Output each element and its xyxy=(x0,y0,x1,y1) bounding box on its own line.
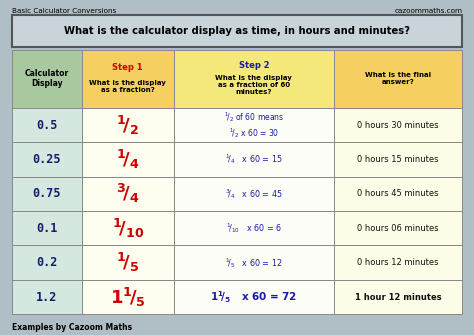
FancyBboxPatch shape xyxy=(12,50,82,108)
FancyBboxPatch shape xyxy=(82,211,174,246)
Text: What is the calculator display as time, in hours and minutes?: What is the calculator display as time, … xyxy=(64,26,410,36)
Text: What is the final
answer?: What is the final answer? xyxy=(365,72,431,85)
Text: $\mathregular{^1\!/_{10}}$   x 60 = 6: $\mathregular{^1\!/_{10}}$ x 60 = 6 xyxy=(226,221,282,235)
FancyBboxPatch shape xyxy=(82,108,174,142)
FancyBboxPatch shape xyxy=(12,246,82,280)
FancyBboxPatch shape xyxy=(334,211,462,246)
FancyBboxPatch shape xyxy=(174,211,334,246)
FancyBboxPatch shape xyxy=(334,50,462,108)
FancyBboxPatch shape xyxy=(174,177,334,211)
FancyBboxPatch shape xyxy=(82,50,174,108)
FancyBboxPatch shape xyxy=(174,50,334,108)
FancyBboxPatch shape xyxy=(12,108,82,142)
Text: 0 hours 45 minutes: 0 hours 45 minutes xyxy=(357,189,439,198)
FancyBboxPatch shape xyxy=(174,108,334,142)
Text: $\mathregular{^1\!/_{2}}$ of 60 means: $\mathregular{^1\!/_{2}}$ of 60 means xyxy=(224,111,284,124)
FancyBboxPatch shape xyxy=(334,280,462,314)
Text: 1 hour 12 minutes: 1 hour 12 minutes xyxy=(355,292,441,302)
Text: 1.2: 1.2 xyxy=(36,290,57,304)
Text: What is the display
as a fraction?: What is the display as a fraction? xyxy=(90,80,166,93)
Text: Basic Calculator Conversions: Basic Calculator Conversions xyxy=(12,8,116,14)
FancyBboxPatch shape xyxy=(82,280,174,314)
Text: 0.2: 0.2 xyxy=(36,256,57,269)
FancyBboxPatch shape xyxy=(12,15,462,47)
FancyBboxPatch shape xyxy=(82,177,174,211)
Text: Step 1: Step 1 xyxy=(112,63,143,72)
Text: 0 hours 12 minutes: 0 hours 12 minutes xyxy=(357,258,439,267)
Text: 1$\mathregular{^1\!/_{5}}$: 1$\mathregular{^1\!/_{5}}$ xyxy=(110,285,146,309)
Text: $\mathregular{^1\!/_{4}}$: $\mathregular{^1\!/_{4}}$ xyxy=(116,148,139,171)
Text: 1$\mathregular{^1\!/_{5}}$   x 60 = 72: 1$\mathregular{^1\!/_{5}}$ x 60 = 72 xyxy=(210,289,298,305)
FancyBboxPatch shape xyxy=(334,108,462,142)
Text: 0.25: 0.25 xyxy=(33,153,61,166)
Text: $\mathregular{^1\!/_{2}}$ x 60 = 30: $\mathregular{^1\!/_{2}}$ x 60 = 30 xyxy=(229,126,279,139)
Text: $\mathregular{^1\!/_{5}}$: $\mathregular{^1\!/_{5}}$ xyxy=(116,251,139,274)
FancyBboxPatch shape xyxy=(174,246,334,280)
Text: 0.5: 0.5 xyxy=(36,119,57,132)
FancyBboxPatch shape xyxy=(12,280,82,314)
FancyBboxPatch shape xyxy=(12,177,82,211)
Text: $\mathregular{^1\!/_{2}}$: $\mathregular{^1\!/_{2}}$ xyxy=(116,114,139,137)
Text: Calculator
Display: Calculator Display xyxy=(25,69,69,88)
FancyBboxPatch shape xyxy=(334,177,462,211)
Text: $\mathregular{^1\!/_{10}}$: $\mathregular{^1\!/_{10}}$ xyxy=(112,217,144,240)
FancyBboxPatch shape xyxy=(334,142,462,177)
FancyBboxPatch shape xyxy=(174,280,334,314)
FancyBboxPatch shape xyxy=(82,246,174,280)
Text: Examples by Cazoom Maths: Examples by Cazoom Maths xyxy=(12,323,132,332)
Text: 0.1: 0.1 xyxy=(36,222,57,235)
Text: $\mathregular{^1\!/_{4}}$   x 60 = 15: $\mathregular{^1\!/_{4}}$ x 60 = 15 xyxy=(225,152,283,166)
FancyBboxPatch shape xyxy=(12,142,82,177)
Text: $\mathregular{^3\!/_{4}}$: $\mathregular{^3\!/_{4}}$ xyxy=(116,182,139,205)
Text: $\mathregular{^1\!/_{5}}$   x 60 = 12: $\mathregular{^1\!/_{5}}$ x 60 = 12 xyxy=(225,256,283,270)
Text: 0 hours 30 minutes: 0 hours 30 minutes xyxy=(357,121,439,130)
Text: 0 hours 15 minutes: 0 hours 15 minutes xyxy=(357,155,439,164)
Text: 0.75: 0.75 xyxy=(33,187,61,200)
FancyBboxPatch shape xyxy=(174,142,334,177)
Text: $\mathregular{^3\!/_{4}}$   x 60 = 45: $\mathregular{^3\!/_{4}}$ x 60 = 45 xyxy=(225,187,283,201)
Text: Step 2: Step 2 xyxy=(238,61,269,70)
Text: cazoommaths.com: cazoommaths.com xyxy=(394,8,462,14)
FancyBboxPatch shape xyxy=(12,211,82,246)
FancyBboxPatch shape xyxy=(82,142,174,177)
FancyBboxPatch shape xyxy=(334,246,462,280)
Text: 0 hours 06 minutes: 0 hours 06 minutes xyxy=(357,224,439,233)
Text: What is the display
as a fraction of 60
minutes?: What is the display as a fraction of 60 … xyxy=(216,74,292,94)
